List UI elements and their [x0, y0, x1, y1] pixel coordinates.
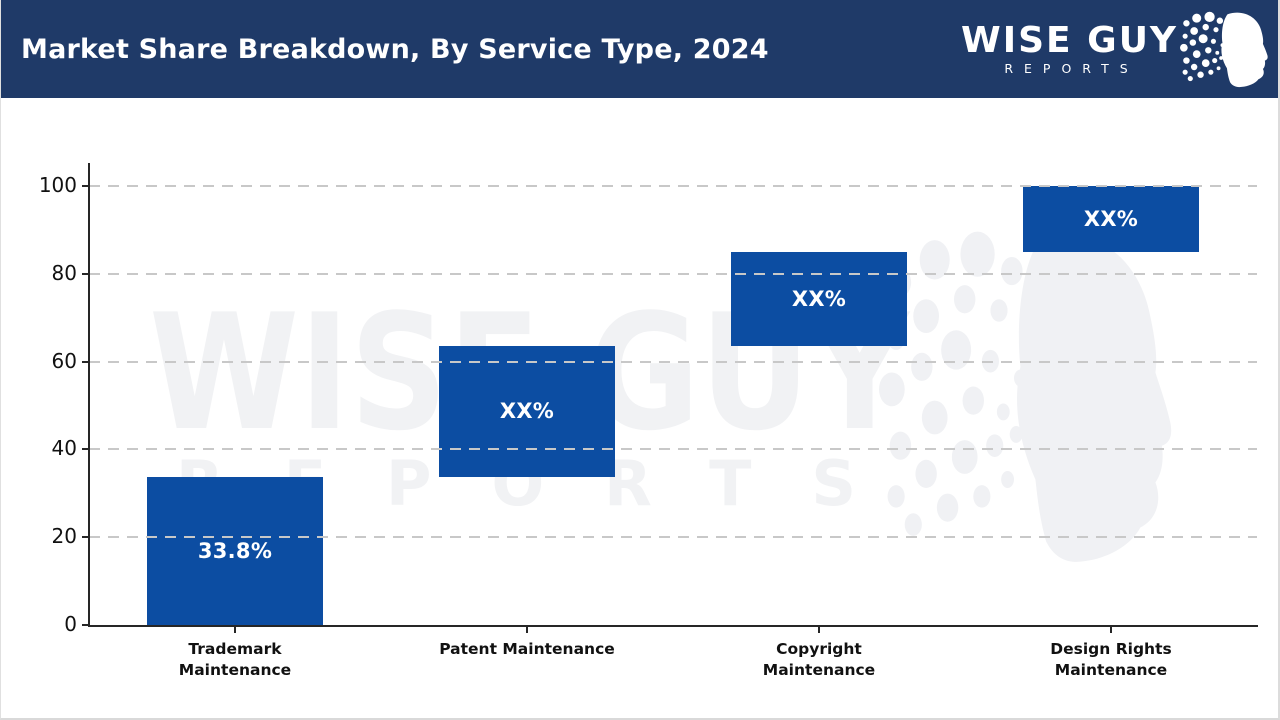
x-tick-mark	[234, 627, 236, 633]
bar-value-label: XX%	[791, 287, 847, 312]
x-axis-label-line: Copyright	[776, 640, 862, 658]
x-axis-label-line: Patent Maintenance	[439, 640, 615, 658]
x-tick-mark	[526, 627, 528, 633]
x-axis-label: Design Rights Maintenance	[981, 639, 1241, 681]
x-axis-label-line: Trademark	[188, 640, 282, 658]
bar-value-label: XX%	[499, 399, 555, 424]
logo-head-icon	[1180, 11, 1268, 88]
x-axis-label: Trademark Maintenance	[105, 639, 365, 681]
y-tick-label: 0	[64, 612, 77, 636]
bar-value-label: XX%	[1083, 206, 1139, 231]
bar-1: 33.8%	[147, 476, 323, 625]
gridline-100	[89, 185, 1257, 187]
bar-value-label: 33.8%	[197, 538, 273, 563]
bar-4: XX%	[1023, 186, 1199, 252]
y-tick-mark	[82, 448, 88, 451]
y-tick-mark	[82, 624, 88, 626]
gridline-60	[89, 360, 1257, 363]
x-axis-label: Copyright Maintenance	[689, 639, 949, 681]
x-axis-label-line: Maintenance	[178, 661, 292, 679]
y-axis-line	[88, 163, 90, 626]
y-tick-label: 40	[51, 436, 77, 461]
y-tick-mark	[82, 185, 88, 187]
header-bar: Market Share Breakdown, By Service Type,…	[1, 0, 1278, 98]
bar-2: XX%	[439, 346, 615, 477]
y-tick-label: 100	[38, 173, 77, 197]
y-tick-mark	[82, 272, 88, 275]
brand-logo: WISE GUY REPORTS	[961, 9, 1278, 89]
brand-name: WISE GUY	[960, 19, 1178, 61]
y-tick-label: 60	[51, 348, 77, 373]
x-tick-mark	[1110, 627, 1112, 633]
x-axis-label-line: Maintenance	[1054, 661, 1168, 679]
page-title: Market Share Breakdown, By Service Type,…	[21, 33, 769, 65]
gridline-80	[89, 272, 1257, 275]
x-axis-label-line: Maintenance	[762, 661, 876, 679]
bar-3: XX%	[731, 251, 907, 347]
brand-logo-text: WISE GUY REPORTS	[960, 19, 1178, 76]
gridline-20	[89, 536, 1257, 539]
y-tick-label: 20	[51, 524, 77, 549]
gridline-40	[89, 448, 1257, 451]
x-axis-label-line: Design Rights	[1050, 640, 1172, 658]
y-tick-mark	[82, 536, 88, 539]
x-axis-label: Patent Maintenance	[397, 639, 657, 660]
y-tick-label: 80	[51, 260, 77, 285]
x-tick-mark	[818, 627, 820, 633]
x-axis-line	[88, 625, 1258, 627]
y-tick-mark	[82, 360, 88, 363]
brand-subname: REPORTS	[1004, 60, 1139, 76]
